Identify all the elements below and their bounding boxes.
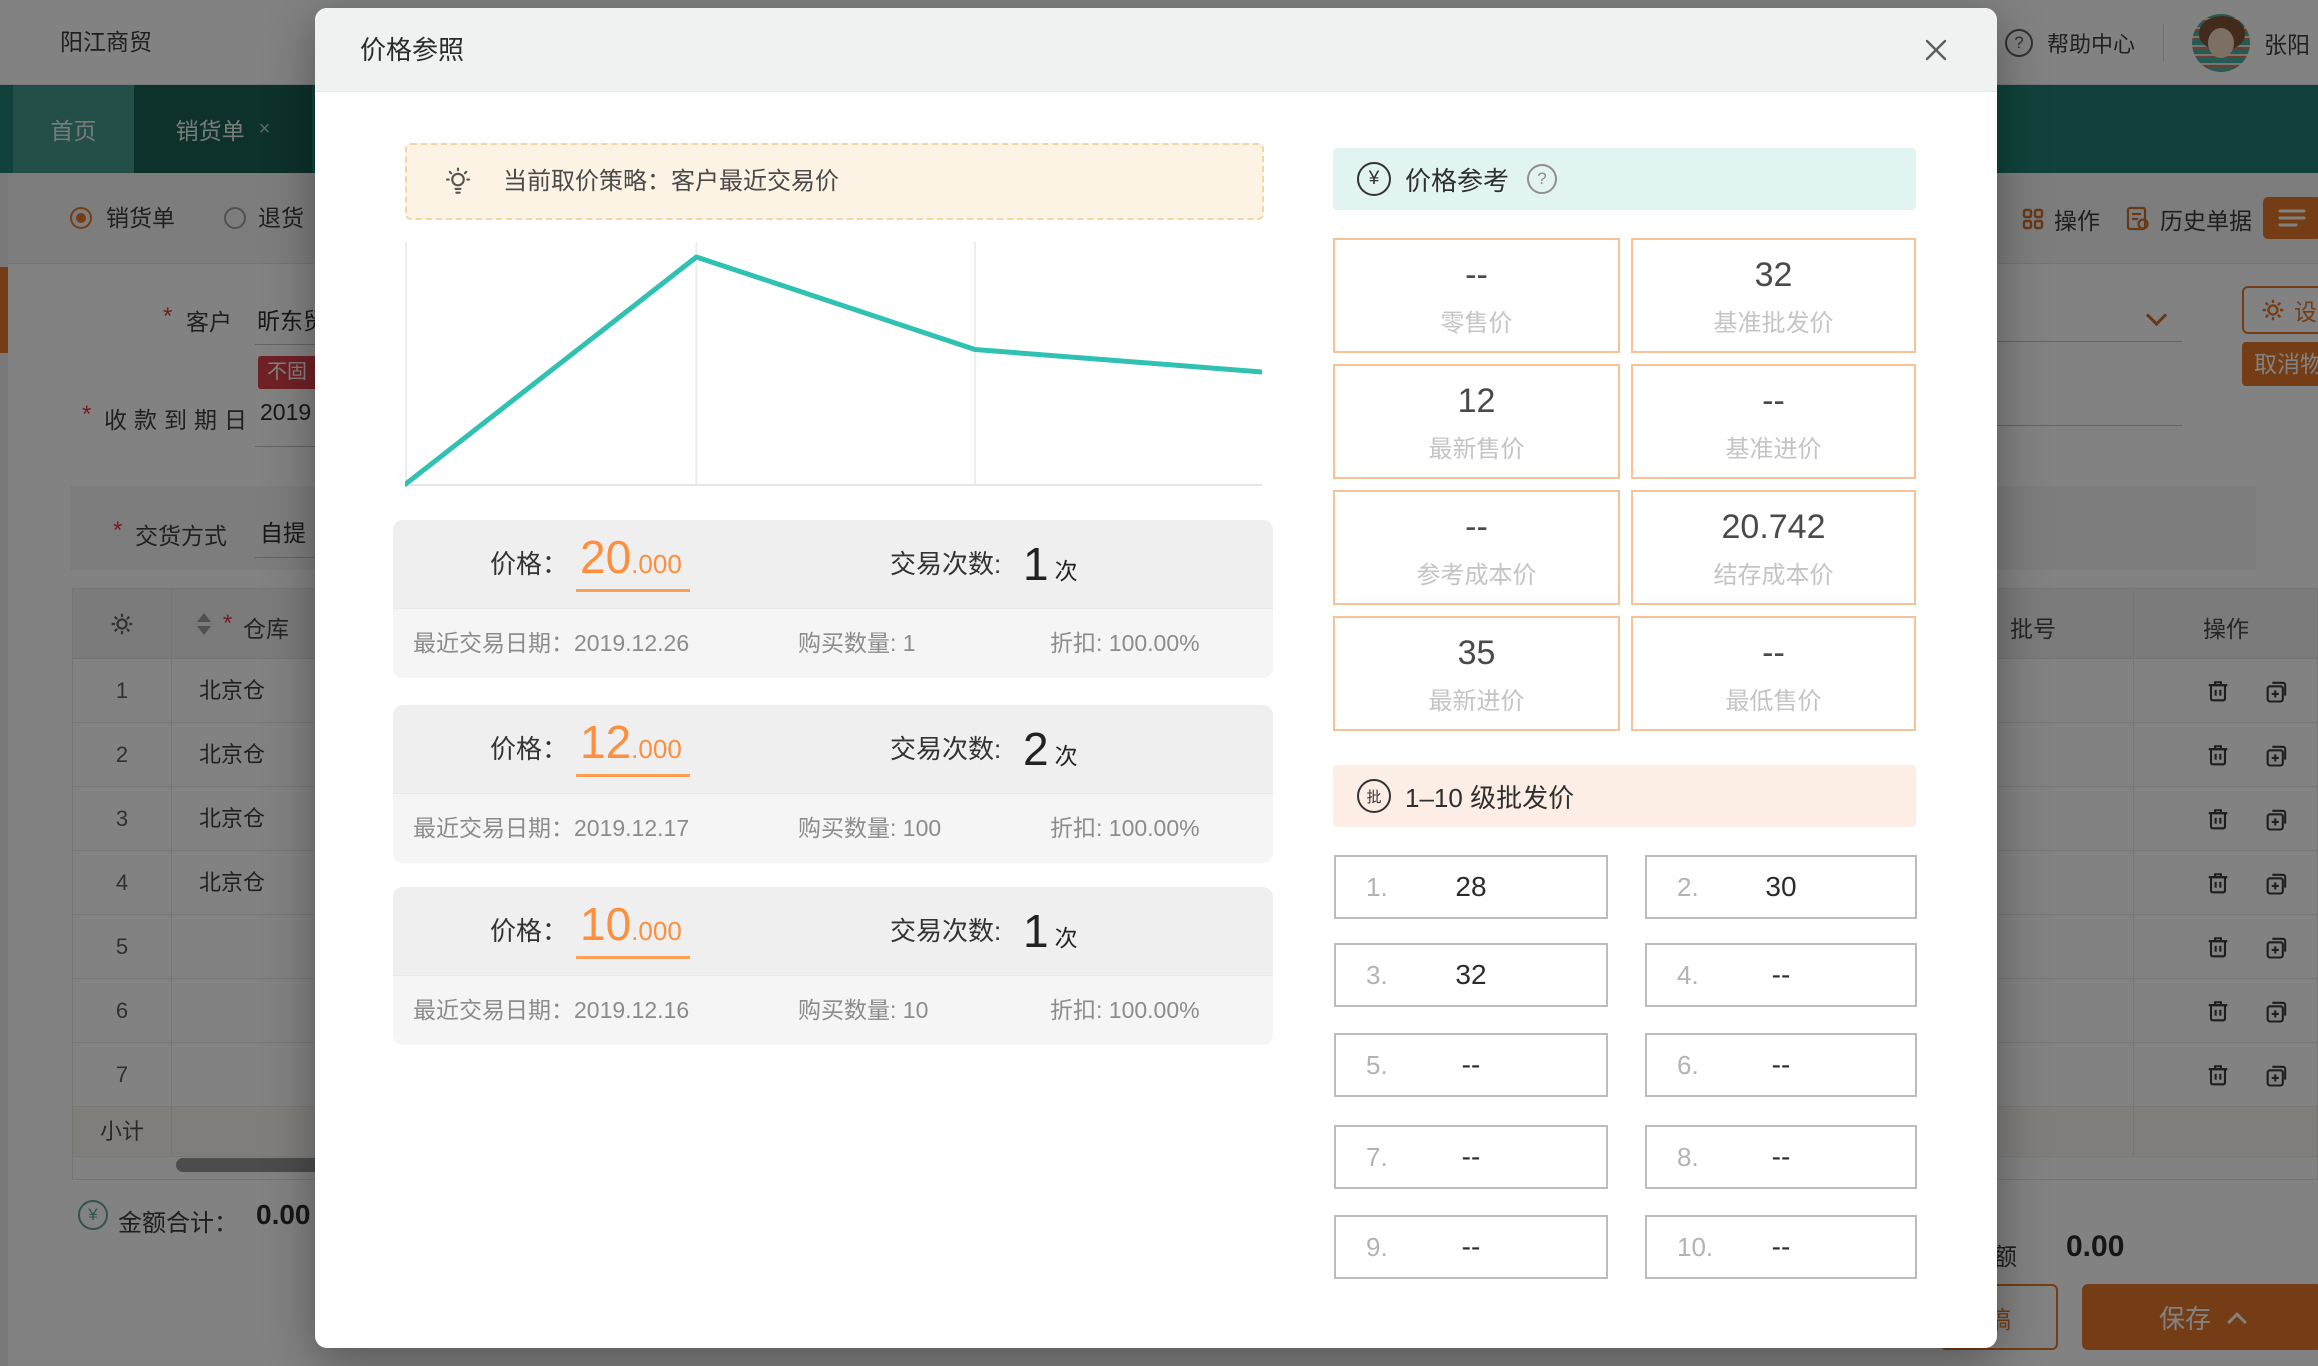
ref-card[interactable]: 35 最新进价 — [1333, 616, 1620, 731]
ref-card[interactable]: 12 最新售价 — [1333, 364, 1620, 479]
tier-box[interactable]: 8. -- — [1645, 1125, 1917, 1189]
tier-box[interactable]: 1. 28 — [1334, 855, 1608, 919]
price-value[interactable]: 20.000 — [576, 530, 690, 592]
tier-box[interactable]: 2. 30 — [1645, 855, 1917, 919]
tier-circle-icon: 批 — [1357, 779, 1391, 813]
price-value[interactable]: 10.000 — [576, 897, 690, 959]
modal-header: 价格参照 — [315, 8, 1997, 92]
purchase-qty: 购买数量: 100 — [798, 815, 942, 841]
tier-box[interactable]: 4. -- — [1645, 943, 1917, 1007]
tier-box[interactable]: 7. -- — [1334, 1125, 1608, 1189]
wholesale-tiers-header: 批 1–10 级批发价 — [1333, 765, 1916, 827]
price-label: 价格： — [490, 734, 569, 764]
last-trade-date: 最近交易日期：2019.12.17 — [413, 815, 690, 841]
price-reference-title: 价格参考 — [1405, 165, 1510, 196]
question-circle-icon[interactable]: ? — [1527, 164, 1558, 194]
price-trend-chart — [405, 242, 1262, 492]
price-trend-line — [405, 254, 1262, 487]
ref-card[interactable]: 32 基准批发价 — [1631, 238, 1916, 353]
pricing-strategy-banner: 当前取价策略：客户最近交易价 — [405, 143, 1264, 220]
ref-card[interactable]: 20.742 结存成本价 — [1631, 490, 1916, 605]
price-reference-header: ¥ 价格参考 ? — [1333, 148, 1916, 210]
price-label: 价格： — [490, 549, 569, 579]
count-label: 交易次数: — [890, 734, 1002, 764]
tier-box[interactable]: 9. -- — [1334, 1215, 1608, 1279]
tier-box[interactable]: 10. -- — [1645, 1215, 1917, 1279]
last-trade-date: 最近交易日期：2019.12.26 — [413, 630, 690, 656]
ref-card[interactable]: -- 最低售价 — [1631, 616, 1916, 731]
count-label: 交易次数: — [890, 916, 1002, 946]
purchase-qty: 购买数量: 10 — [798, 997, 929, 1023]
yen-circle-icon: ¥ — [1357, 162, 1391, 196]
last-trade-date: 最近交易日期：2019.12.16 — [413, 997, 690, 1023]
discount: 折扣: 100.00% — [1050, 997, 1200, 1023]
ref-card[interactable]: -- 基准进价 — [1631, 364, 1916, 479]
pricing-strategy-text: 当前取价策略：客户最近交易价 — [503, 168, 839, 195]
ref-card[interactable]: -- 零售价 — [1333, 238, 1620, 353]
wholesale-tiers-title: 1–10 级批发价 — [1405, 782, 1575, 813]
tier-box[interactable]: 5. -- — [1334, 1033, 1608, 1097]
purchase-qty: 购买数量: 1 — [798, 630, 916, 656]
modal-title: 价格参照 — [360, 35, 465, 65]
tier-box[interactable]: 3. 32 — [1334, 943, 1608, 1007]
discount: 折扣: 100.00% — [1050, 630, 1200, 656]
tier-box[interactable]: 6. -- — [1645, 1033, 1917, 1097]
bulb-icon — [445, 167, 471, 194]
price-label: 价格： — [490, 916, 569, 946]
count-label: 交易次数: — [890, 549, 1002, 579]
discount: 折扣: 100.00% — [1050, 815, 1200, 841]
ref-card[interactable]: -- 参考成本价 — [1333, 490, 1620, 605]
close-icon[interactable] — [1921, 35, 1951, 65]
price-reference-modal: 价格参照 当前取价策略：客户最近交易价 价格： 20.000 交易次数: — [315, 8, 1997, 1348]
price-value[interactable]: 12.000 — [576, 715, 690, 777]
